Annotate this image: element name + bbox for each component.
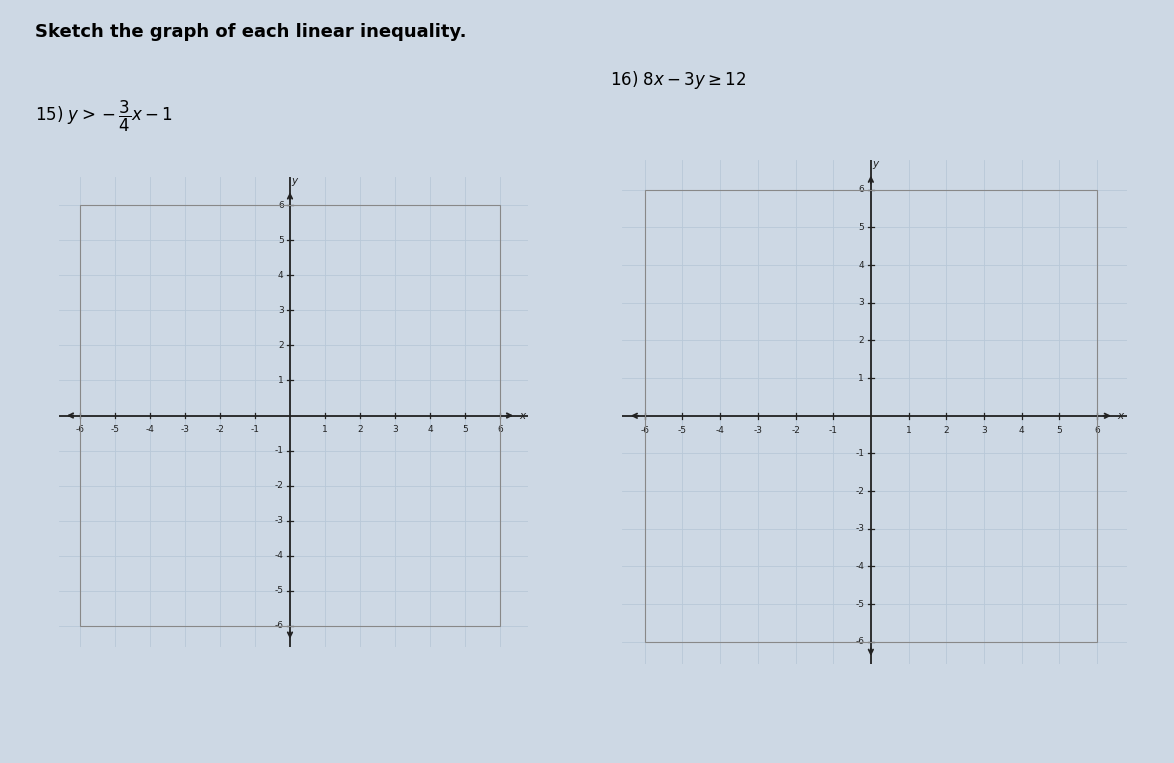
Text: -2: -2 (855, 487, 864, 496)
Text: 6: 6 (858, 185, 864, 195)
Text: x: x (1118, 410, 1124, 420)
Text: 3: 3 (858, 298, 864, 307)
Text: 2: 2 (858, 336, 864, 345)
Text: -6: -6 (275, 621, 284, 630)
Text: -5: -5 (275, 586, 284, 595)
Text: -4: -4 (716, 427, 724, 436)
Text: -6: -6 (75, 425, 85, 434)
Text: 1: 1 (278, 376, 284, 385)
Text: -5: -5 (855, 600, 864, 609)
Text: 2: 2 (278, 341, 284, 350)
Text: x: x (520, 410, 526, 420)
Text: -5: -5 (110, 425, 120, 434)
Text: -4: -4 (146, 425, 154, 434)
Text: -3: -3 (754, 427, 762, 436)
Text: 6: 6 (1094, 427, 1100, 436)
Text: 4: 4 (858, 261, 864, 269)
Text: y: y (872, 159, 878, 169)
Text: -4: -4 (855, 562, 864, 571)
Text: 4: 4 (427, 425, 433, 434)
Text: -3: -3 (181, 425, 189, 434)
Text: -6: -6 (640, 427, 649, 436)
Text: 1: 1 (905, 427, 911, 436)
Text: 5: 5 (1057, 427, 1062, 436)
Text: 5: 5 (463, 425, 468, 434)
Text: -6: -6 (855, 637, 864, 646)
Text: -2: -2 (216, 425, 224, 434)
Text: 6: 6 (278, 201, 284, 210)
Text: -2: -2 (791, 427, 799, 436)
Text: -3: -3 (275, 516, 284, 525)
Text: -1: -1 (829, 427, 838, 436)
Text: -1: -1 (250, 425, 259, 434)
Text: 3: 3 (392, 425, 398, 434)
Text: 5: 5 (278, 236, 284, 245)
Text: 1: 1 (322, 425, 328, 434)
Text: y: y (291, 176, 297, 186)
Text: -2: -2 (275, 481, 284, 490)
Text: -3: -3 (855, 524, 864, 533)
Text: 2: 2 (357, 425, 363, 434)
Text: 4: 4 (1019, 427, 1025, 436)
Text: 6: 6 (498, 425, 504, 434)
Text: 3: 3 (981, 427, 987, 436)
Text: -1: -1 (275, 446, 284, 455)
Text: 5: 5 (858, 223, 864, 232)
Bar (80, 205, 500, 626)
Text: 3: 3 (278, 306, 284, 315)
Text: -4: -4 (275, 551, 284, 560)
Bar (645, 190, 1097, 642)
Text: 16) $8x-3y\geq 12$: 16) $8x-3y\geq 12$ (610, 69, 747, 91)
Text: 4: 4 (278, 271, 284, 280)
Text: Sketch the graph of each linear inequality.: Sketch the graph of each linear inequali… (35, 23, 467, 41)
Text: 2: 2 (944, 427, 949, 436)
Text: 15) $y>-\dfrac{3}{4}x-1$: 15) $y>-\dfrac{3}{4}x-1$ (35, 99, 173, 134)
Text: -5: -5 (679, 427, 687, 436)
Text: 1: 1 (858, 374, 864, 382)
Text: -1: -1 (855, 449, 864, 458)
